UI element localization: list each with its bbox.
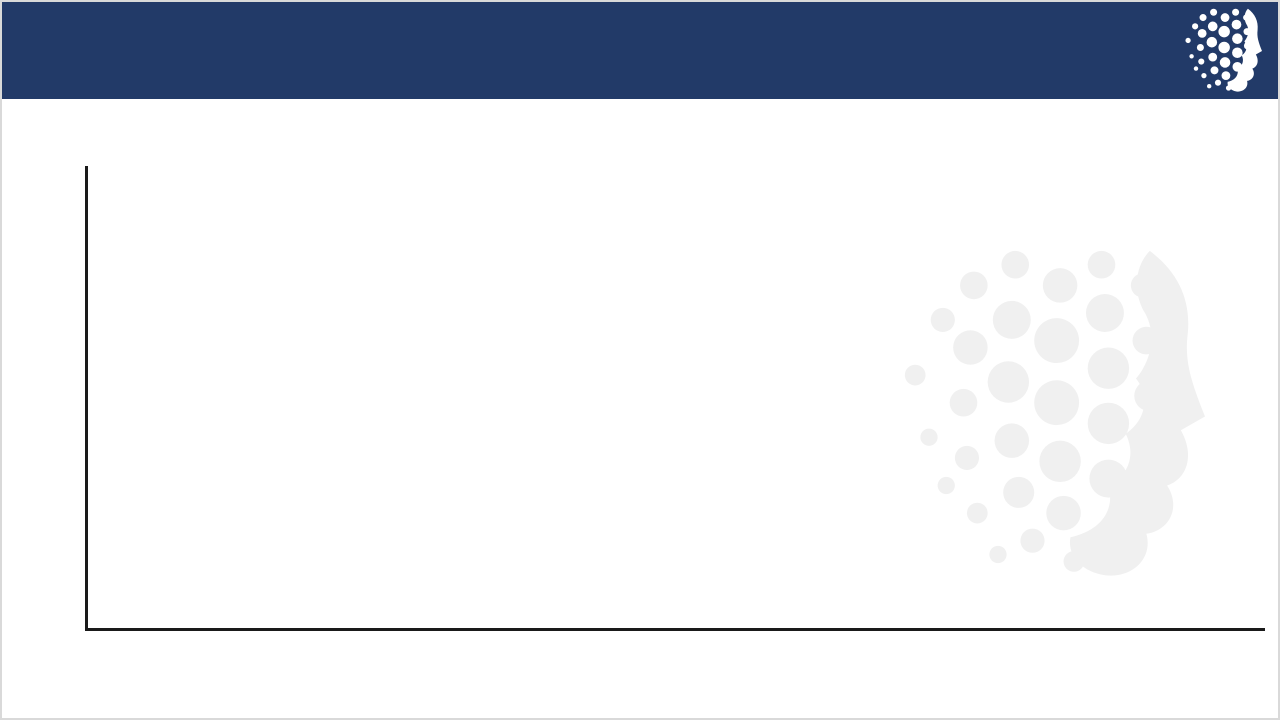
header-bar xyxy=(2,2,1278,99)
wise-guy-reports-logo xyxy=(1176,7,1264,95)
logo-face-dots-icon xyxy=(1185,8,1262,92)
y-axis-line xyxy=(85,166,88,631)
x-axis-line xyxy=(85,628,1265,631)
watermark-face-dots-icon xyxy=(904,250,1205,576)
